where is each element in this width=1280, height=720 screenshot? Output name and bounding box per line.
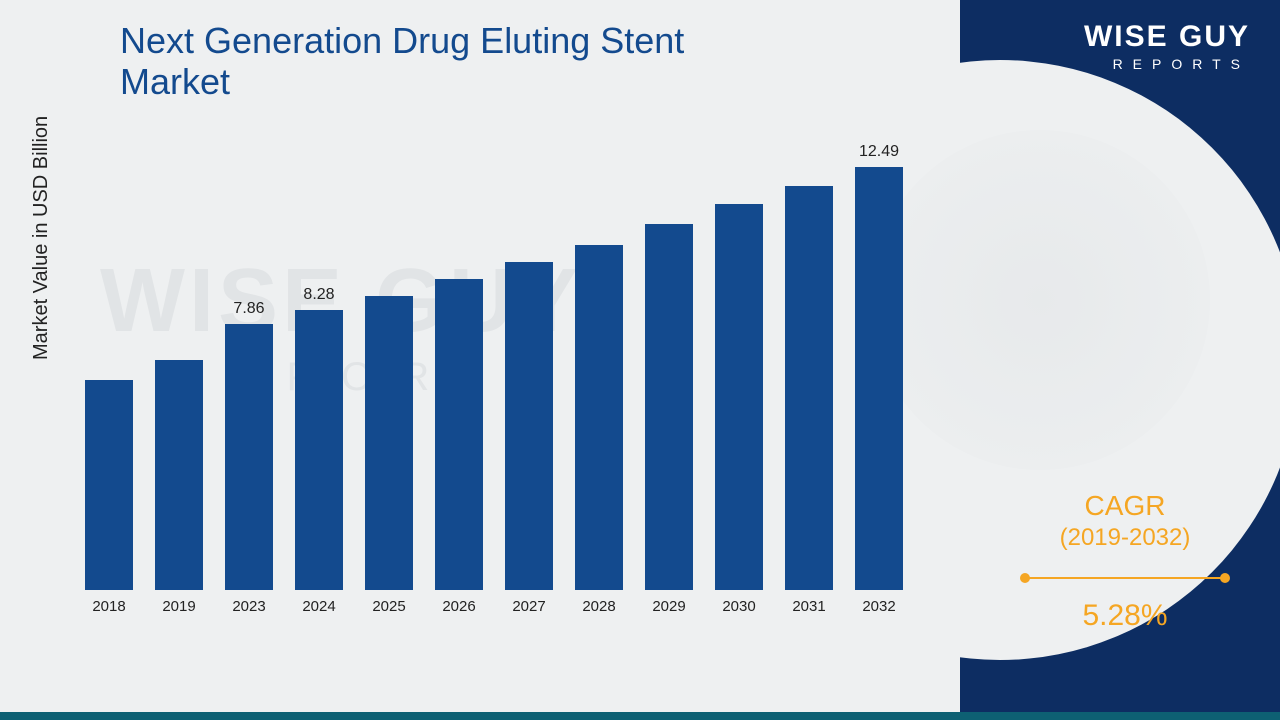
brand-logo: WISE GUY REPORTS [1084, 20, 1250, 72]
bar [505, 262, 553, 590]
bar [365, 296, 413, 590]
bar [785, 186, 833, 590]
x-tick-label: 2023 [219, 598, 279, 615]
y-axis-label: Market Value in USD Billion [30, 116, 53, 360]
x-tick-label: 2027 [499, 598, 559, 615]
bar [225, 324, 273, 590]
x-tick-label: 2018 [79, 598, 139, 615]
bar-value-label: 12.49 [849, 143, 909, 161]
chart-title: Next Generation Drug Eluting Stent Marke… [120, 20, 760, 103]
plot-region: 7.868.2812.49 [85, 150, 925, 590]
x-tick-label: 2030 [709, 598, 769, 615]
chart-area: Next Generation Drug Eluting Stent Marke… [0, 0, 960, 712]
bar [575, 245, 623, 590]
x-tick-label: 2019 [149, 598, 209, 615]
bar [855, 167, 903, 590]
x-tick-label: 2024 [289, 598, 349, 615]
cagr-value: 5.28% [1000, 599, 1250, 633]
x-tick-label: 2026 [429, 598, 489, 615]
cagr-label: CAGR [1000, 490, 1250, 522]
bar [645, 224, 693, 590]
cagr-block: CAGR (2019-2032) 5.28% [1000, 490, 1250, 633]
bar [435, 279, 483, 590]
x-tick-label: 2032 [849, 598, 909, 615]
x-tick-label: 2028 [569, 598, 629, 615]
bar [85, 380, 133, 590]
page-root: Next Generation Drug Eluting Stent Marke… [0, 0, 1280, 720]
bar-value-label: 8.28 [289, 286, 349, 304]
x-tick-label: 2025 [359, 598, 419, 615]
logo-line2: REPORTS [1084, 56, 1250, 72]
bar [715, 204, 763, 590]
logo-line1: WISE GUY [1084, 20, 1250, 54]
cagr-years: (2019-2032) [1000, 524, 1250, 552]
bar [155, 360, 203, 590]
x-tick-label: 2031 [779, 598, 839, 615]
x-tick-label: 2029 [639, 598, 699, 615]
cagr-divider [1025, 577, 1225, 579]
bar [295, 310, 343, 590]
bar-value-label: 7.86 [219, 300, 279, 318]
bottom-stripe [0, 712, 1280, 720]
